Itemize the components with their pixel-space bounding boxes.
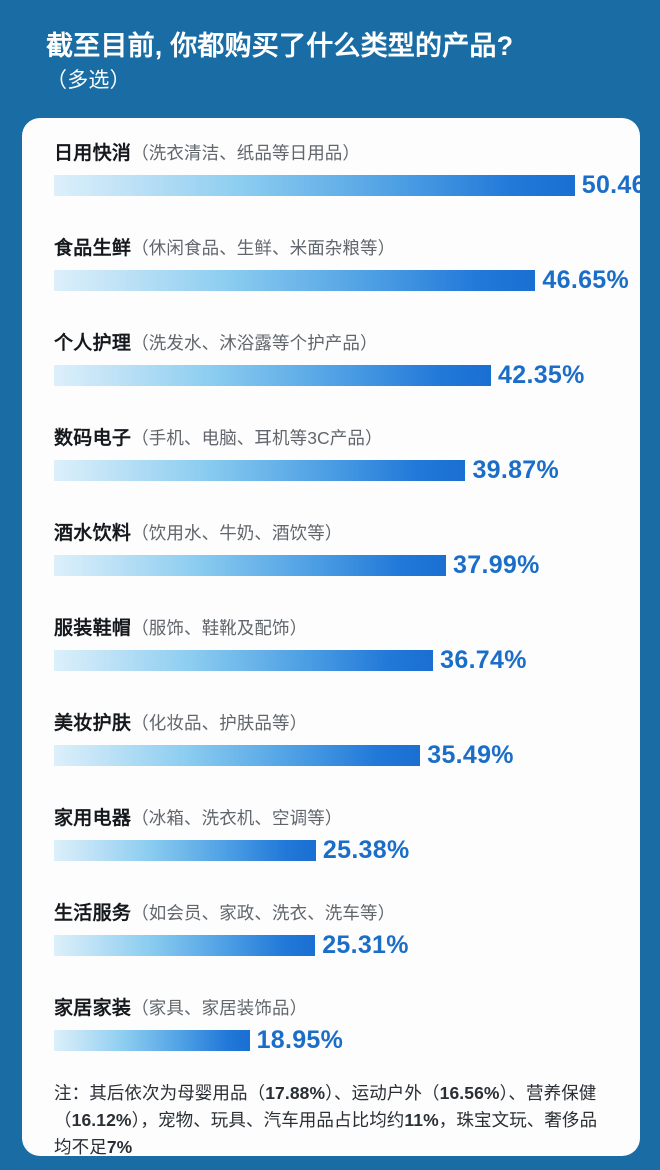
bar-value-label: 42.35% xyxy=(498,361,585,389)
bar-value-label: 18.95% xyxy=(256,1026,344,1054)
bar-track: 35.49% xyxy=(54,741,628,769)
bar-category-label: 日用快消（洗衣清洁、纸品等日用品） xyxy=(54,138,628,165)
bar-row: 家用电器（冰箱、洗衣机、空调等） 25.38% xyxy=(22,803,640,898)
bar-category-name: 美妆护肤 xyxy=(54,713,132,734)
bar-category-label: 服装鞋帽（服饰、鞋靴及配饰） xyxy=(54,613,628,640)
bar-track: 25.38% xyxy=(54,836,628,864)
bar-track: 18.95% xyxy=(54,1026,628,1054)
bar-category-label: 美妆护肤（化妆品、护肤品等） xyxy=(54,708,628,735)
bar-value-label: 25.31% xyxy=(322,931,409,959)
bar-category-name: 食品生鲜 xyxy=(54,238,132,259)
bar-category-name: 家用电器 xyxy=(54,808,132,829)
bar-track: 37.99% xyxy=(54,551,628,579)
bar-value-label: 35.49% xyxy=(427,741,514,769)
bar-category-label: 个人护理（洗发水、沐浴露等个护产品） xyxy=(54,328,628,355)
bar-category-name: 生活服务 xyxy=(54,903,132,924)
bar-category-name: 数码电子 xyxy=(54,428,132,449)
bar-category-label: 家用电器（冰箱、洗衣机、空调等） xyxy=(54,803,628,830)
bar-category-label: 家居家装（家具、家居装饰品） xyxy=(54,993,628,1020)
bar-row: 个人护理（洗发水、沐浴露等个护产品） 42.35% xyxy=(22,328,640,423)
bar-category-name: 服装鞋帽 xyxy=(54,618,132,639)
bar-fill xyxy=(54,555,447,576)
bar-category-note: （服饰、鞋靴及配饰） xyxy=(131,618,308,638)
bar-chart: 日用快消（洗衣清洁、纸品等日用品） 50.46% 食品生鲜（休闲食品、生鲜、米面杂粮… xyxy=(22,138,640,1088)
bar-row: 生活服务（如会员、家政、洗衣、洗车等） 25.31% xyxy=(22,898,640,993)
bar-row: 家居家装（家具、家居装饰品） 18.95% xyxy=(22,993,640,1088)
bar-fill xyxy=(54,745,421,766)
bar-category-note: （洗发水、沐浴露等个护产品） xyxy=(131,333,378,353)
bar-track: 25.31% xyxy=(54,931,628,959)
bar-row: 美妆护肤（化妆品、护肤品等） 35.49% xyxy=(22,708,640,803)
bar-fill xyxy=(54,270,536,291)
bar-category-label: 生活服务（如会员、家政、洗衣、洗车等） xyxy=(54,898,628,925)
bar-fill xyxy=(54,840,316,861)
bar-fill xyxy=(54,365,492,386)
page-title: 截至目前, 你都购买了什么类型的产品? xyxy=(46,31,514,61)
bar-category-note: （冰箱、洗衣机、空调等） xyxy=(131,808,343,828)
bar-category-label: 食品生鲜（休闲食品、生鲜、米面杂粮等） xyxy=(54,233,628,260)
bar-category-name: 酒水饮料 xyxy=(54,523,132,544)
bar-category-note: （饮用水、牛奶、酒饮等） xyxy=(131,523,343,543)
bar-fill xyxy=(54,935,316,956)
bar-value-label: 37.99% xyxy=(453,551,540,579)
bar-value-label: 46.65% xyxy=(542,266,630,294)
bar-category-note: （手机、电脑、耳机等3C产品） xyxy=(131,428,383,448)
chart-footnote: 注：其后依次为母婴用品（17.88%）、运动户外（16.56%）、营养保健（16… xyxy=(54,1083,598,1156)
chart-header: 截至目前, 你都购买了什么类型的产品? （多选） xyxy=(0,0,660,95)
bar-row: 服装鞋帽（服饰、鞋靴及配饰） 36.74% xyxy=(22,613,640,708)
bar-track: 39.87% xyxy=(54,456,628,484)
bar-fill xyxy=(54,175,575,196)
page-subtitle: （多选） xyxy=(46,68,131,92)
bar-row: 日用快消（洗衣清洁、纸品等日用品） 50.46% xyxy=(22,138,640,233)
bar-value-label: 39.87% xyxy=(472,456,560,484)
bar-row: 数码电子（手机、电脑、耳机等3C产品） 39.87% xyxy=(22,423,640,518)
bar-track: 42.35% xyxy=(54,361,628,389)
bar-fill xyxy=(54,1030,250,1051)
bar-category-note: （化妆品、护肤品等） xyxy=(131,713,308,733)
bar-fill xyxy=(54,650,434,671)
bar-value-label: 25.38% xyxy=(322,836,410,864)
bar-category-label: 数码电子（手机、电脑、耳机等3C产品） xyxy=(54,423,628,450)
bar-category-note: （如会员、家政、洗衣、洗车等） xyxy=(131,903,396,923)
bar-category-note: （休闲食品、生鲜、米面杂粮等） xyxy=(131,238,396,258)
chart-card: 日用快消（洗衣清洁、纸品等日用品） 50.46% 食品生鲜（休闲食品、生鲜、米面杂粮… xyxy=(22,118,640,1156)
bar-category-name: 日用快消 xyxy=(54,143,132,164)
bar-track: 50.46% xyxy=(54,173,640,198)
bar-track: 46.65% xyxy=(54,266,630,294)
bar-category-note: （家具、家居装饰品） xyxy=(131,998,308,1018)
bar-row: 食品生鲜（休闲食品、生鲜、米面杂粮等） 46.65% xyxy=(22,233,640,328)
bar-category-name: 个人护理 xyxy=(54,333,132,354)
bar-track: 36.74% xyxy=(54,646,628,674)
bar-category-label: 酒水饮料（饮用水、牛奶、酒饮等） xyxy=(54,518,628,545)
bar-row: 酒水饮料（饮用水、牛奶、酒饮等） 37.99% xyxy=(22,518,640,613)
bar-category-note: （洗衣清洁、纸品等日用品） xyxy=(131,143,361,163)
bar-value-label: 50.46% xyxy=(581,171,640,199)
bar-value-label: 36.74% xyxy=(440,646,527,674)
bar-category-name: 家居家装 xyxy=(54,998,132,1019)
bar-fill xyxy=(54,460,466,481)
